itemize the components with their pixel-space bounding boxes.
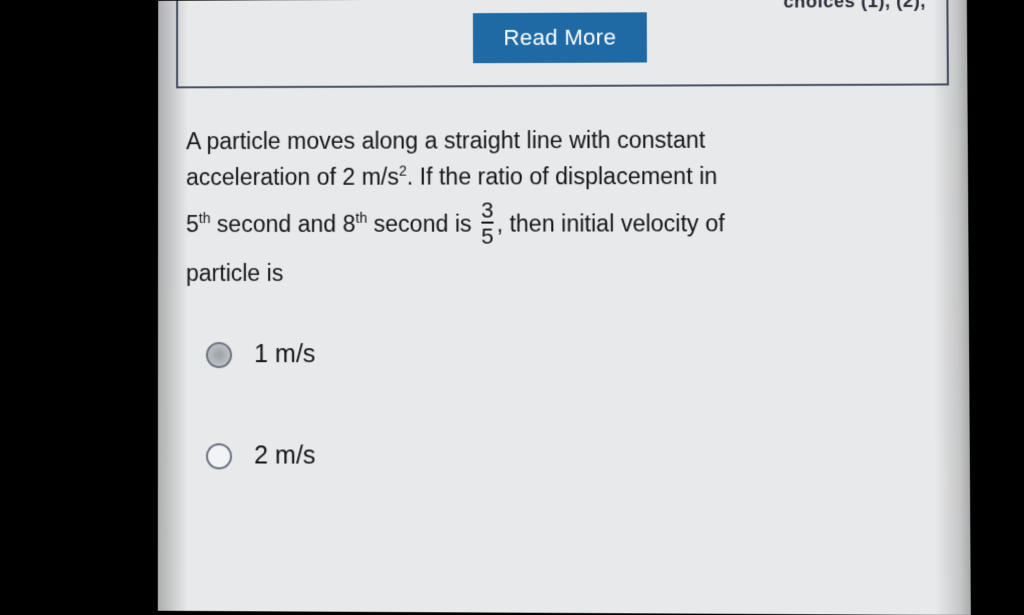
- q-sup-sq: 2: [399, 163, 407, 179]
- fraction-numerator: 3: [481, 199, 493, 222]
- q-text-3c: second is: [367, 211, 478, 237]
- q-text-4: particle is: [186, 260, 283, 286]
- q-text-3a: 5: [186, 211, 199, 237]
- read-more-button[interactable]: Read More: [473, 12, 647, 63]
- fraction-denominator: 5: [481, 222, 493, 248]
- q-sup-5th: th: [199, 210, 211, 226]
- question-header-card: Read More: [176, 0, 949, 88]
- option-label: 1 m/s: [254, 340, 315, 369]
- question-text: A particle moves along a straight line w…: [158, 85, 969, 292]
- q-text-2b: . If the ratio of displacement in: [407, 162, 718, 189]
- fraction: 35: [481, 199, 493, 248]
- radio-icon[interactable]: [206, 342, 232, 368]
- q-text-1: A particle moves along a straight line w…: [186, 127, 705, 155]
- quiz-screen: choices (1), (2), Read More A particle m…: [158, 0, 971, 615]
- prev-question-fragment: choices (1), (2),: [783, 0, 926, 13]
- q-sup-8th: th: [355, 210, 367, 226]
- q-text-3b: second and 8: [211, 211, 356, 237]
- radio-icon[interactable]: [206, 443, 232, 469]
- option-label: 2 m/s: [254, 441, 315, 470]
- option-1[interactable]: 1 m/s: [206, 340, 940, 370]
- option-2[interactable]: 2 m/s: [206, 441, 941, 472]
- options-list: 1 m/s 2 m/s: [158, 292, 970, 473]
- q-text-2a: acceleration of 2 m/s: [186, 163, 399, 189]
- q-text-3d: , then initial velocity of: [496, 210, 724, 236]
